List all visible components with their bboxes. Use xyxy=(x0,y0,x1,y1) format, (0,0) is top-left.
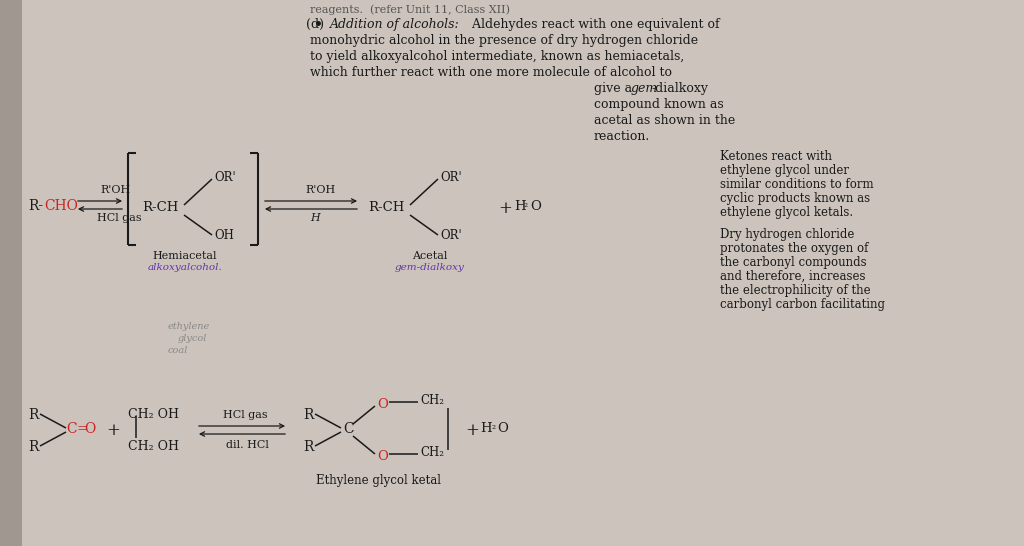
Text: HCl gas: HCl gas xyxy=(223,410,267,420)
Text: compound known as: compound known as xyxy=(594,98,724,111)
Text: H: H xyxy=(310,213,319,223)
Text: similar conditions to form: similar conditions to form xyxy=(720,178,873,191)
Text: ethylene: ethylene xyxy=(168,322,210,331)
Text: O: O xyxy=(377,450,388,463)
Text: OR': OR' xyxy=(214,171,236,184)
Text: glycol: glycol xyxy=(178,334,208,343)
Text: R-: R- xyxy=(28,199,43,213)
Text: monohydric alcohol in the presence of dry hydrogen chloride: monohydric alcohol in the presence of dr… xyxy=(310,34,698,47)
Text: Ketones react with: Ketones react with xyxy=(720,150,831,163)
Text: R-CH: R-CH xyxy=(368,201,404,214)
Text: H: H xyxy=(480,422,492,435)
Text: alkoxyalcohol.: alkoxyalcohol. xyxy=(147,263,222,272)
Text: protonates the oxygen of: protonates the oxygen of xyxy=(720,242,868,255)
Text: O: O xyxy=(530,200,541,213)
Text: reagents.  (refer Unit 11, Class XII): reagents. (refer Unit 11, Class XII) xyxy=(310,4,510,15)
Text: which further react with one more molecule of alcohol to: which further react with one more molecu… xyxy=(310,66,672,79)
Text: R-CH: R-CH xyxy=(142,201,178,214)
Text: acetal as shown in the: acetal as shown in the xyxy=(594,114,735,127)
Text: O: O xyxy=(84,422,95,436)
Text: gem: gem xyxy=(631,82,658,95)
Text: Dry hydrogen chloride: Dry hydrogen chloride xyxy=(720,228,854,241)
Text: O: O xyxy=(377,398,388,411)
Text: Acetal: Acetal xyxy=(413,251,447,261)
Text: ₂: ₂ xyxy=(524,200,528,209)
Text: R'OH: R'OH xyxy=(100,185,130,195)
Text: and therefore, increases: and therefore, increases xyxy=(720,270,865,283)
Text: cyclic products known as: cyclic products known as xyxy=(720,192,870,205)
Text: ethylene glycol ketals.: ethylene glycol ketals. xyxy=(720,206,853,219)
Text: OR': OR' xyxy=(440,171,462,184)
Text: CHO: CHO xyxy=(44,199,78,213)
Text: R: R xyxy=(303,440,313,454)
Text: H: H xyxy=(514,200,525,213)
Text: R: R xyxy=(28,440,38,454)
Text: +: + xyxy=(465,422,479,439)
Text: Ethylene glycol ketal: Ethylene glycol ketal xyxy=(315,474,440,487)
Text: ₂: ₂ xyxy=(490,422,496,431)
Text: CH₂: CH₂ xyxy=(420,394,444,407)
Text: =: = xyxy=(76,422,88,436)
Text: to yield alkoxyalcohol intermediate, known as hemiacetals,: to yield alkoxyalcohol intermediate, kno… xyxy=(310,50,684,63)
Text: dil. HCl: dil. HCl xyxy=(226,440,269,450)
Text: OH: OH xyxy=(214,229,233,242)
Text: CH₂ OH: CH₂ OH xyxy=(128,440,179,453)
Text: R'OH: R'OH xyxy=(305,185,335,195)
Text: gem-dialkoxy: gem-dialkoxy xyxy=(395,263,465,272)
Text: coal: coal xyxy=(168,346,188,355)
Text: CH₂ OH: CH₂ OH xyxy=(128,408,179,421)
Text: the electrophilicity of the: the electrophilicity of the xyxy=(720,284,870,297)
Text: Addition of alcohols:: Addition of alcohols: xyxy=(330,18,460,31)
Text: OR': OR' xyxy=(440,229,462,242)
Text: +: + xyxy=(106,422,120,439)
Text: (d): (d) xyxy=(306,18,324,31)
Text: C: C xyxy=(66,422,77,436)
Text: give a: give a xyxy=(594,82,636,95)
Text: C: C xyxy=(343,422,353,436)
Text: Aldehydes react with one equivalent of: Aldehydes react with one equivalent of xyxy=(468,18,720,31)
Text: reaction.: reaction. xyxy=(594,130,650,143)
Text: ethylene glycol under: ethylene glycol under xyxy=(720,164,849,177)
Text: R: R xyxy=(303,408,313,422)
Text: -dialkoxy: -dialkoxy xyxy=(651,82,708,95)
Text: CH₂: CH₂ xyxy=(420,446,444,459)
Text: R: R xyxy=(28,408,38,422)
Text: the carbonyl compounds: the carbonyl compounds xyxy=(720,256,866,269)
Bar xyxy=(0,0,22,546)
Text: carbonyl carbon facilitating: carbonyl carbon facilitating xyxy=(720,298,885,311)
Text: HCl gas: HCl gas xyxy=(97,213,141,223)
Text: O: O xyxy=(497,422,508,435)
Text: Hemiacetal: Hemiacetal xyxy=(153,251,217,261)
Text: +: + xyxy=(498,200,512,217)
